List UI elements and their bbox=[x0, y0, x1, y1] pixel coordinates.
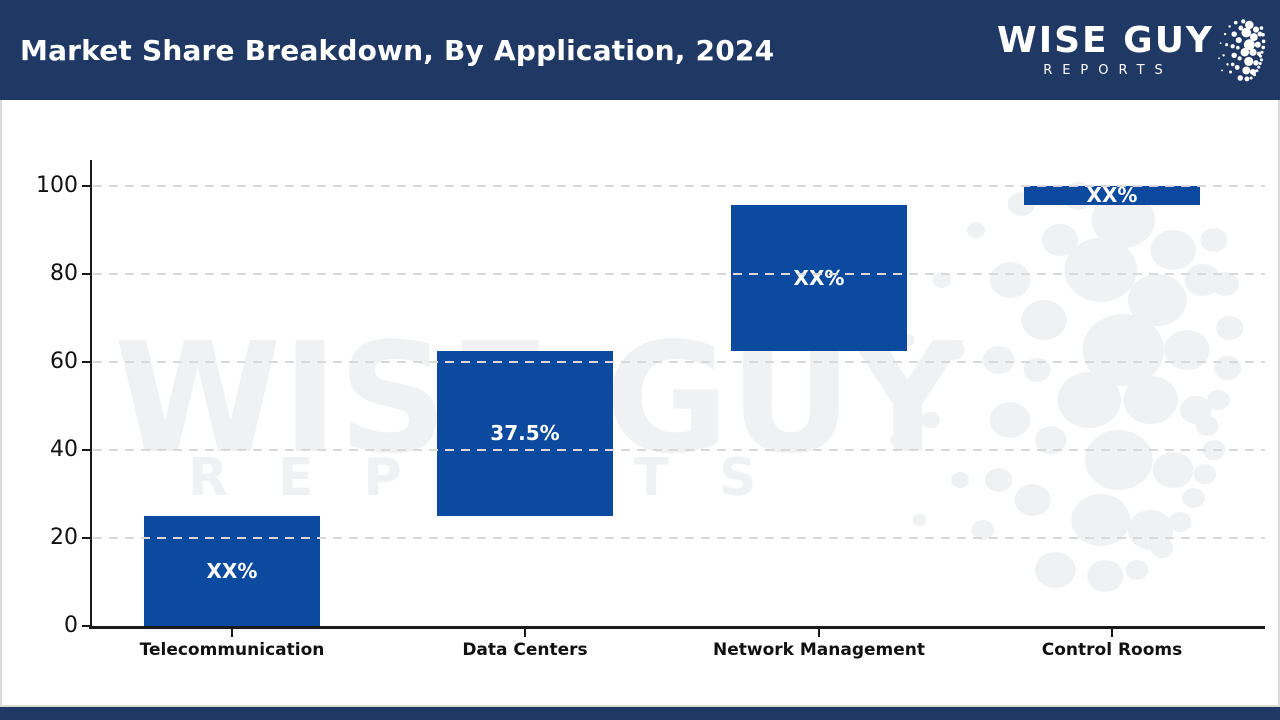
y-tick-label: 0 bbox=[64, 613, 78, 638]
logo-wordmark-block: WISE GUY REPORTS bbox=[996, 19, 1214, 78]
y-axis-line bbox=[90, 160, 92, 629]
logo-face-icon bbox=[1218, 19, 1266, 82]
bar-control-rooms: XX% bbox=[1024, 183, 1200, 208]
chart-area: WISE GUY REPORTS 020406080100XX%37.5%XX%… bbox=[0, 100, 1280, 707]
x-category-label: Network Management bbox=[712, 640, 925, 660]
y-tick-mark bbox=[82, 272, 90, 275]
bar-network-management: XX% bbox=[731, 205, 907, 351]
y-tick-label: 60 bbox=[50, 348, 78, 374]
watermark-face-icon bbox=[889, 182, 1244, 592]
x-category-label: Control Rooms bbox=[1041, 640, 1183, 660]
bar-value-label: XX% bbox=[206, 558, 258, 583]
bar-data-centers: 37.5% bbox=[437, 350, 613, 516]
bar-value-label: XX% bbox=[793, 265, 845, 290]
x-tick-mark bbox=[524, 629, 526, 637]
y-tick-mark bbox=[82, 448, 90, 451]
x-category-label: Data Centers bbox=[462, 640, 588, 660]
grid-line bbox=[93, 360, 1265, 363]
header: Market Share Breakdown, By Application, … bbox=[0, 0, 1280, 100]
grid-line bbox=[93, 536, 1265, 539]
y-tick-mark bbox=[82, 360, 90, 363]
bar-telecommunication: XX% bbox=[144, 515, 320, 626]
x-tick-mark bbox=[818, 629, 820, 637]
grid-line bbox=[93, 184, 1265, 187]
x-axis-line bbox=[89, 626, 1265, 629]
y-tick-label: 40 bbox=[50, 436, 78, 462]
logo-subtitle: REPORTS bbox=[1043, 62, 1173, 78]
y-tick-label: 80 bbox=[50, 260, 78, 286]
y-tick-mark bbox=[82, 184, 90, 187]
brand-logo: WISE GUY REPORTS bbox=[997, 12, 1266, 88]
page-title: Market Share Breakdown, By Application, … bbox=[20, 33, 775, 67]
y-tick-mark bbox=[82, 625, 90, 627]
y-tick-label: 100 bbox=[36, 172, 78, 198]
grid-line bbox=[93, 272, 1265, 275]
y-tick-mark bbox=[82, 536, 90, 539]
bar-value-label: 37.5% bbox=[490, 421, 560, 446]
bar-value-label: XX% bbox=[1086, 183, 1138, 208]
x-tick-mark bbox=[1111, 629, 1113, 637]
y-tick-label: 20 bbox=[50, 524, 78, 550]
x-category-label: Telecommunication bbox=[139, 640, 325, 660]
grid-line bbox=[93, 448, 1265, 451]
footer-bar bbox=[0, 707, 1280, 720]
x-tick-mark bbox=[231, 629, 233, 637]
logo-wordmark: WISE GUY bbox=[996, 19, 1214, 61]
